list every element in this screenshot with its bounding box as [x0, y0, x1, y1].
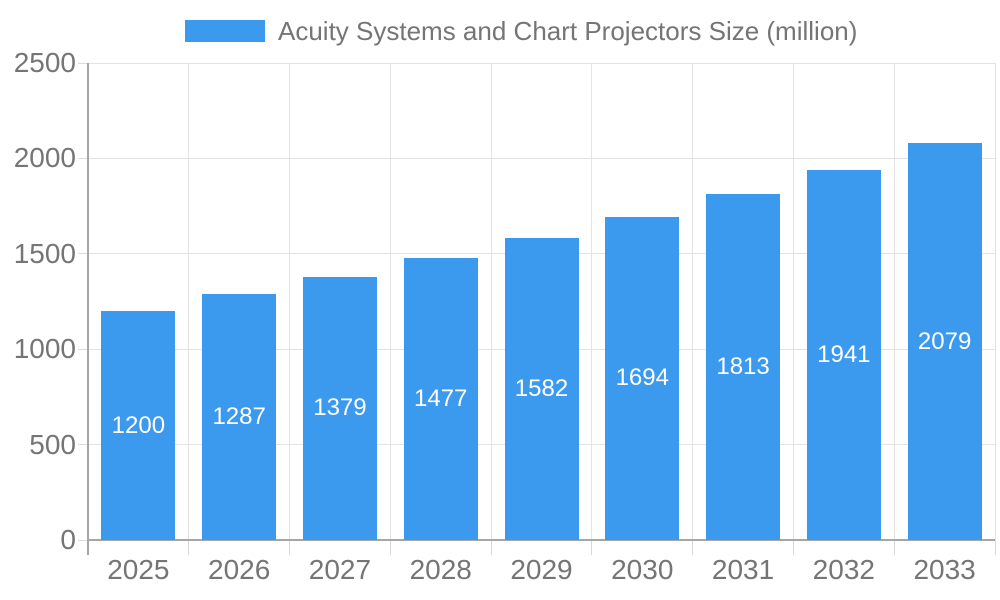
gridline-horizontal [88, 157, 995, 159]
gridline-vertical [188, 63, 190, 540]
gridline-vertical [994, 63, 996, 540]
x-tick [792, 540, 794, 555]
y-axis-label: 1000 [13, 333, 76, 365]
x-axis-label: 2029 [510, 554, 573, 585]
y-tick [78, 539, 88, 541]
y-tick [78, 157, 88, 159]
bar-2030[interactable]: 1694 [605, 216, 680, 540]
y-axis-label: 2500 [13, 47, 76, 78]
legend-swatch-icon [185, 20, 265, 42]
x-axis-label: 2026 [208, 554, 271, 585]
y-tick [78, 253, 88, 255]
bar-2025[interactable]: 1200 [101, 311, 176, 540]
x-tick [490, 540, 492, 555]
bar-2028[interactable]: 1477 [403, 258, 478, 540]
bar-value-label: 2079 [917, 327, 972, 355]
bar-value-label: 1813 [716, 353, 770, 381]
gridline-vertical [893, 63, 895, 540]
x-tick [994, 540, 996, 555]
y-axis-line [87, 63, 89, 555]
x-axis-label: 2032 [812, 554, 875, 585]
gridline-vertical [792, 63, 794, 540]
x-tick [289, 540, 291, 555]
x-axis-line [88, 539, 995, 541]
y-tick [78, 62, 88, 64]
y-tick [78, 348, 88, 350]
bar-2027[interactable]: 1379 [302, 276, 377, 540]
x-axis-label: 2031 [711, 554, 775, 585]
x-tick [591, 540, 593, 555]
y-axis-label: 500 [29, 428, 76, 460]
gridline-vertical [389, 63, 391, 540]
bar-value-label: 1941 [817, 340, 871, 368]
y-axis-label: 2000 [13, 142, 76, 174]
x-axis-label: 2030 [611, 554, 674, 585]
gridline-vertical [490, 63, 492, 540]
x-tick [389, 540, 391, 555]
legend-label: Acuity Systems and Chart Projectors Size… [278, 16, 858, 46]
chart-legend[interactable]: Acuity Systems and Chart Projectors Size… [185, 16, 857, 46]
x-axis-label: 2027 [308, 554, 372, 585]
bar-value-label: 1477 [414, 385, 468, 413]
bar-2032[interactable]: 1941 [806, 169, 881, 540]
bar-2029[interactable]: 1582 [504, 238, 579, 540]
y-axis-label: 1500 [13, 237, 76, 269]
bar-2031[interactable]: 1813 [706, 194, 781, 540]
x-tick [893, 540, 895, 555]
bar-2033[interactable]: 2079 [907, 143, 982, 540]
gridline-horizontal [88, 62, 995, 64]
bar-value-label: 1287 [212, 403, 266, 431]
y-tick [78, 444, 88, 446]
gridline-vertical [692, 63, 694, 540]
x-axis-label: 2028 [409, 554, 472, 585]
bar-value-label: 1582 [514, 375, 569, 403]
x-tick [692, 540, 694, 555]
bar-value-label: 1200 [111, 411, 166, 439]
x-axis-label: 2033 [913, 554, 976, 585]
gridline-vertical [591, 63, 593, 540]
bar-value-label: 1379 [313, 394, 367, 422]
x-tick [188, 540, 190, 555]
gridline-vertical [289, 63, 291, 540]
y-axis-label: 0 [60, 524, 76, 555]
bar-2026[interactable]: 1287 [202, 294, 277, 540]
bar-value-label: 1694 [615, 364, 669, 392]
x-axis-label: 2025 [107, 554, 170, 585]
